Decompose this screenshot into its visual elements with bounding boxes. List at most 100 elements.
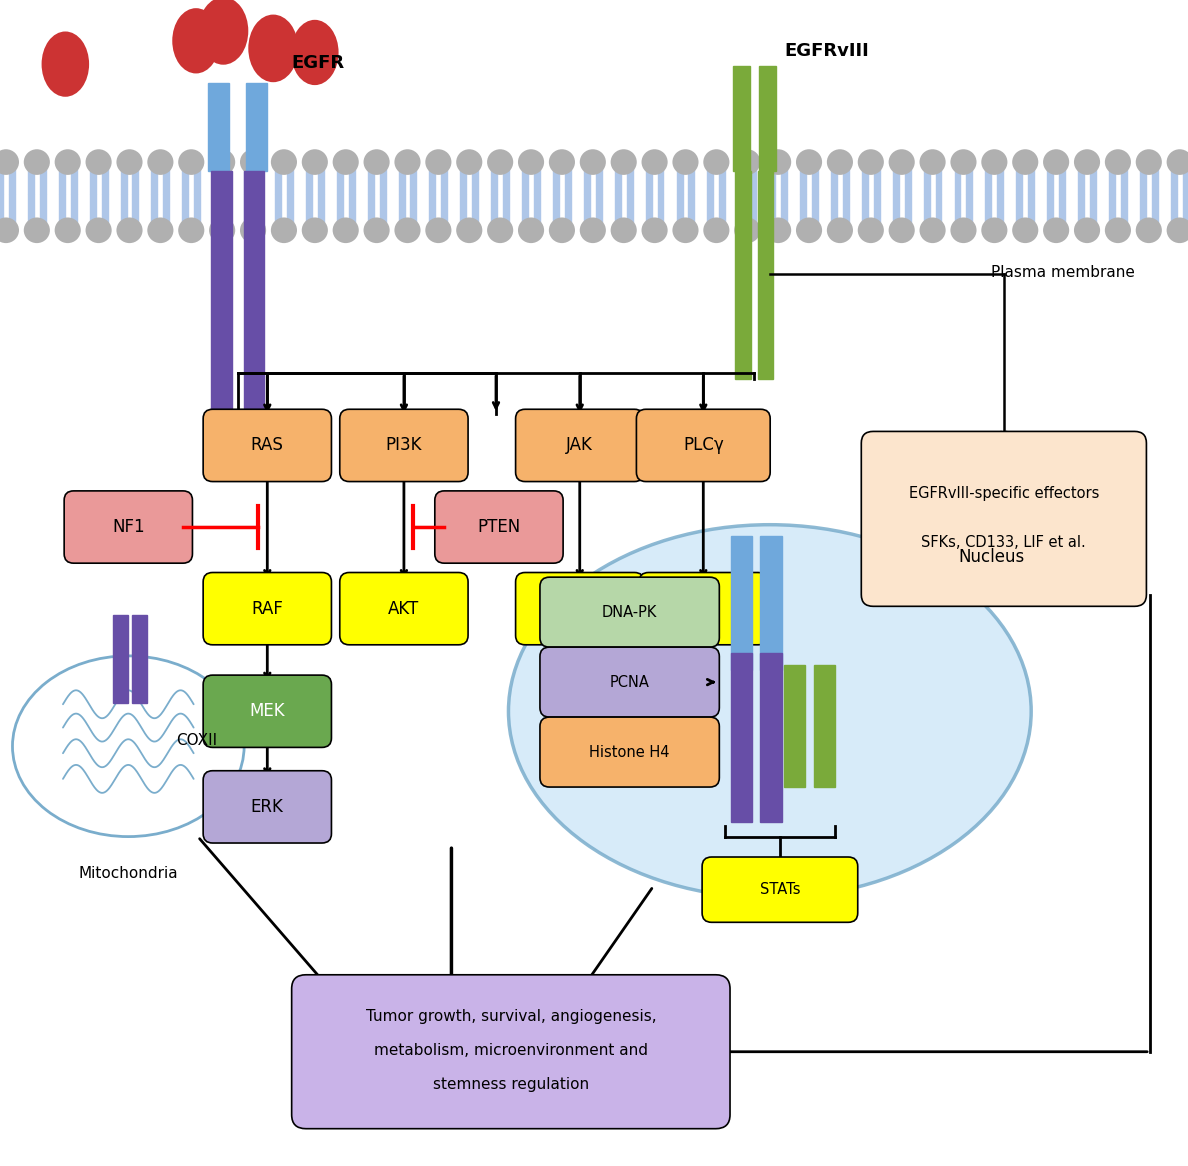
Bar — [751, 163, 757, 194]
Bar — [800, 163, 805, 194]
Bar — [442, 163, 447, 194]
Bar — [936, 194, 941, 224]
Bar — [336, 163, 342, 194]
Bar — [800, 194, 805, 224]
FancyBboxPatch shape — [637, 409, 770, 482]
FancyBboxPatch shape — [292, 975, 729, 1129]
Bar — [720, 163, 725, 194]
FancyBboxPatch shape — [203, 675, 331, 747]
Text: JAK: JAK — [567, 436, 593, 455]
Bar — [873, 194, 879, 224]
Circle shape — [580, 149, 606, 175]
Bar — [936, 163, 941, 194]
Bar — [658, 194, 663, 224]
Circle shape — [611, 149, 637, 175]
Circle shape — [642, 217, 668, 244]
Bar — [504, 194, 508, 224]
Circle shape — [672, 217, 699, 244]
Bar — [380, 163, 385, 194]
Bar — [430, 163, 435, 194]
Bar — [410, 194, 416, 224]
Bar — [164, 163, 170, 194]
Bar — [967, 163, 972, 194]
Circle shape — [302, 217, 328, 244]
Bar — [873, 163, 879, 194]
Circle shape — [580, 217, 606, 244]
Text: RAF: RAF — [252, 599, 283, 618]
Bar — [442, 194, 447, 224]
FancyBboxPatch shape — [539, 647, 720, 717]
Bar — [274, 163, 280, 194]
Bar — [565, 163, 571, 194]
Circle shape — [734, 149, 760, 175]
Text: SFKs, CD133, LIF et al.: SFKs, CD133, LIF et al. — [922, 535, 1086, 549]
Bar — [986, 163, 991, 194]
Bar — [208, 83, 229, 170]
Bar — [893, 194, 899, 224]
Bar — [1110, 194, 1114, 224]
Bar — [152, 163, 157, 194]
Bar — [472, 163, 478, 194]
Bar — [708, 194, 713, 224]
Bar — [615, 163, 621, 194]
Bar — [533, 194, 539, 224]
Bar — [760, 653, 782, 822]
Circle shape — [796, 217, 822, 244]
Circle shape — [271, 217, 297, 244]
Circle shape — [364, 149, 390, 175]
Bar — [627, 194, 633, 224]
Bar — [307, 163, 311, 194]
Circle shape — [920, 149, 946, 175]
Circle shape — [858, 149, 884, 175]
Bar — [504, 163, 508, 194]
Circle shape — [1167, 149, 1188, 175]
Bar — [739, 163, 744, 194]
Bar — [1048, 163, 1053, 194]
Bar — [627, 163, 633, 194]
Bar — [522, 194, 527, 224]
Bar — [565, 194, 571, 224]
Circle shape — [1136, 149, 1162, 175]
Text: STAT: STAT — [560, 599, 600, 618]
Bar — [58, 163, 64, 194]
Circle shape — [1043, 149, 1069, 175]
Bar — [596, 163, 602, 194]
Bar — [1152, 163, 1157, 194]
Circle shape — [549, 217, 575, 244]
Circle shape — [703, 149, 729, 175]
Bar — [213, 163, 219, 194]
Text: Histone H4: Histone H4 — [589, 745, 670, 759]
Bar — [1060, 194, 1066, 224]
Bar — [1029, 194, 1035, 224]
FancyBboxPatch shape — [203, 573, 331, 645]
Bar — [58, 194, 64, 224]
FancyBboxPatch shape — [539, 577, 720, 647]
Bar — [90, 194, 95, 224]
Text: Plasma membrane: Plasma membrane — [991, 265, 1136, 280]
Bar — [784, 665, 805, 787]
Bar — [1152, 194, 1157, 224]
Bar — [367, 194, 373, 224]
Circle shape — [147, 149, 173, 175]
Bar — [552, 163, 560, 194]
Bar — [615, 194, 621, 224]
FancyBboxPatch shape — [516, 573, 644, 645]
Bar — [708, 163, 713, 194]
Bar — [349, 194, 354, 224]
Bar — [152, 194, 157, 224]
Bar — [245, 163, 249, 194]
Text: Mitochondria: Mitochondria — [78, 865, 178, 880]
Bar — [307, 194, 311, 224]
Bar — [121, 163, 126, 194]
Circle shape — [796, 149, 822, 175]
Bar — [132, 194, 138, 224]
Bar — [245, 194, 249, 224]
Bar — [1182, 163, 1188, 194]
Circle shape — [487, 149, 513, 175]
Bar — [1120, 194, 1126, 224]
Text: stemness regulation: stemness regulation — [432, 1077, 589, 1091]
Circle shape — [55, 149, 81, 175]
Bar — [460, 194, 466, 224]
Bar — [244, 170, 264, 420]
Bar — [410, 163, 416, 194]
